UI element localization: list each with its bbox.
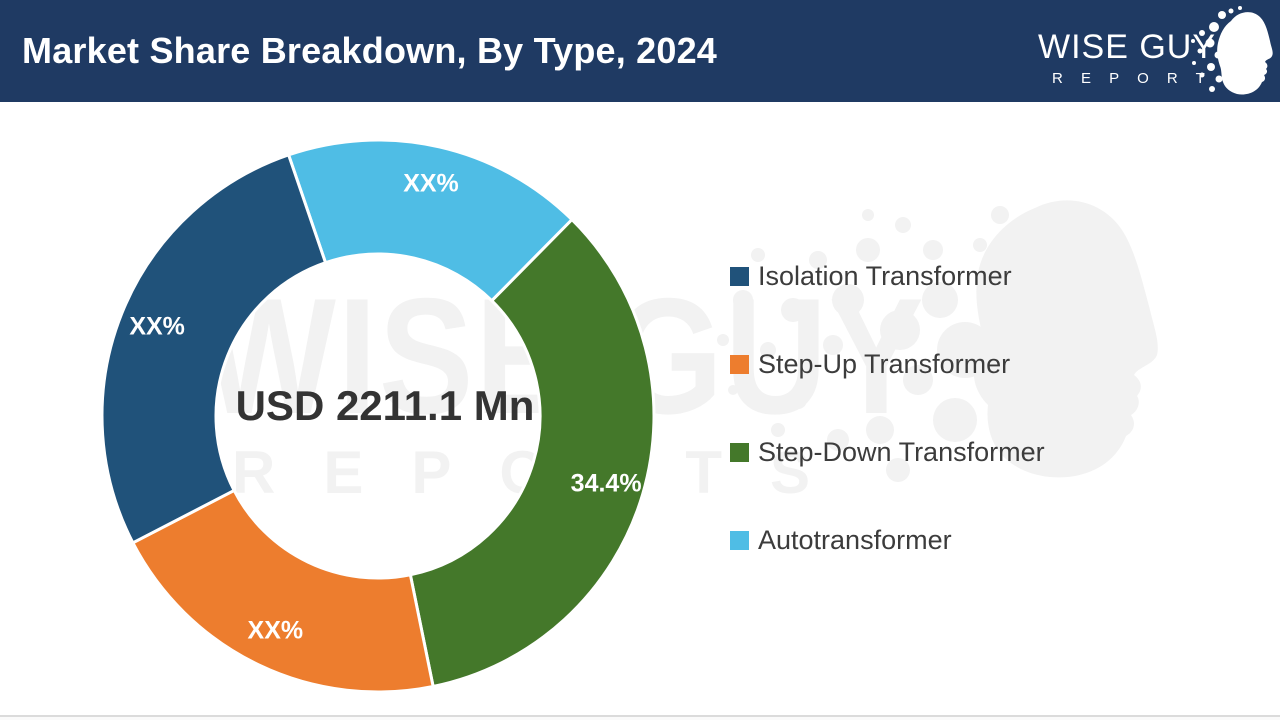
legend-swatch-autotransformer	[730, 530, 749, 550]
legend-swatch-step-down	[730, 442, 749, 462]
slice-autotransformer	[287, 138, 574, 303]
bottom-divider	[0, 715, 1280, 720]
slice-isolation-transformer	[100, 153, 328, 545]
page-title: Market Share Breakdown, By Type, 2024	[22, 30, 718, 71]
watermark-head-icon	[717, 200, 1158, 482]
legend-label: Step-Down Transformer	[758, 436, 1045, 467]
wiseguy-head-icon	[1191, 6, 1273, 95]
legend-item-step-up-transformer: Step-Up Transformer	[730, 349, 1010, 379]
center-total-label: USD 2211.1 Mn	[235, 382, 535, 429]
logo-text-wiseguy: WISE GUY	[1038, 28, 1216, 66]
wiseguy-reports-logo: WISE GUY R E P O R T S	[1038, 6, 1273, 95]
logo-text-reports: R E P O R T S	[1052, 70, 1240, 87]
slice-step-up-transformer	[131, 488, 435, 694]
legend-item-isolation-transformer: Isolation Transformer	[730, 261, 1012, 291]
legend-item-step-down-transformer: Step-Down Transformer	[730, 437, 1045, 467]
legend-label: Autotransformer	[758, 524, 952, 555]
legend-swatch-step-up	[730, 354, 749, 374]
legend-label: Step-Up Transformer	[758, 348, 1011, 379]
legend-label: Isolation Transformer	[758, 260, 1012, 291]
slice-step-down-transformer	[408, 218, 656, 688]
header-bar: Market Share Breakdown, By Type, 2024 WI…	[0, 0, 1280, 102]
legend-item-autotransformer: Autotransformer	[730, 525, 952, 555]
legend-swatch-isolation	[730, 266, 749, 286]
